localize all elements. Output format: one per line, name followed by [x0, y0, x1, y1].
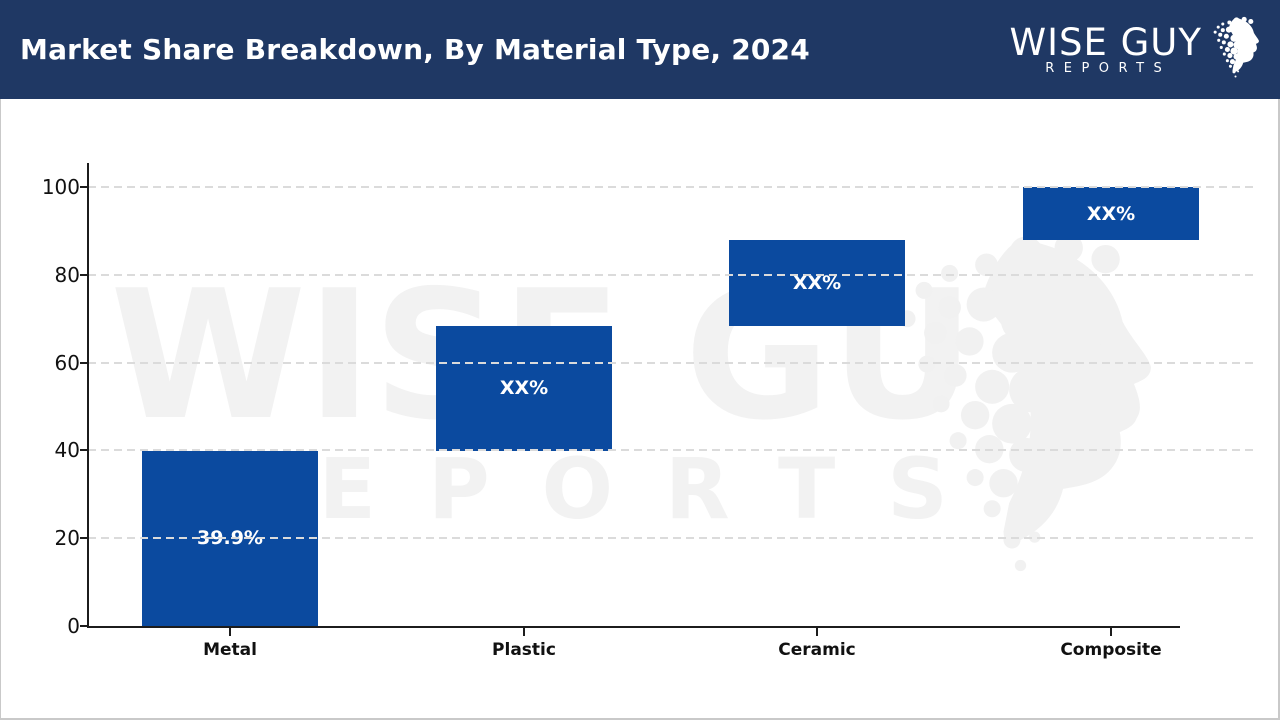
bar-plastic: XX%: [436, 326, 612, 451]
y-tick-mark-100: [80, 186, 88, 188]
watermark-text-line2: REPORTS: [202, 440, 1000, 538]
header-bar: Market Share Breakdown, By Material Type…: [0, 0, 1280, 99]
y-tick-mark-20: [80, 537, 88, 540]
gridline-80: [88, 273, 1253, 276]
x-tick-label-composite: Composite: [1060, 640, 1162, 660]
wiseguy-logo-text: WISE GUY REPORTS: [1010, 24, 1202, 75]
gridline-60: [88, 361, 1253, 364]
y-tick-mark-60: [80, 361, 88, 364]
gridline-20: [88, 537, 1253, 540]
chart-canvas: WISE GU REPORTS 39.9% XX% XX% XX% 0 20 40 60 80 1…: [0, 99, 1280, 720]
x-tick-label-plastic: Plastic: [492, 640, 556, 660]
x-tick-mark-composite: [1110, 628, 1112, 636]
y-tick-label-100: 100: [41, 175, 80, 199]
x-tick-mark-metal: [229, 628, 231, 636]
bar-value-label-plastic: XX%: [499, 377, 549, 400]
gridline-40: [88, 449, 1253, 452]
x-tick-mark-ceramic: [816, 628, 818, 636]
bar-value-label-composite: XX%: [1086, 202, 1136, 225]
y-tick-label-0: 0: [67, 614, 80, 638]
logo-brand-name: WISE GUY: [1009, 21, 1202, 64]
x-axis-line: [87, 626, 1180, 628]
y-axis-line: [87, 163, 89, 628]
gridline-100: [88, 186, 1253, 188]
wiseguy-head-icon: [1206, 13, 1262, 87]
y-tick-mark-80: [80, 273, 88, 276]
y-tick-mark-0: [80, 625, 88, 627]
bar-ceramic: XX%: [729, 240, 905, 327]
x-tick-label-metal: Metal: [203, 640, 257, 660]
y-tick-label-40: 40: [54, 438, 80, 463]
y-tick-label-80: 80: [54, 262, 80, 287]
x-tick-mark-plastic: [523, 628, 525, 636]
x-tick-label-ceramic: Ceramic: [778, 640, 856, 660]
y-tick-label-20: 20: [54, 526, 80, 551]
bar-value-label-ceramic: XX%: [792, 272, 842, 295]
wiseguy-logo: WISE GUY REPORTS: [1010, 13, 1262, 87]
bar-composite: XX%: [1023, 187, 1199, 241]
logo-brand-subtitle: REPORTS: [1045, 61, 1172, 76]
frame-border-bottom: [0, 718, 1280, 720]
frame-border-right: [1278, 99, 1280, 720]
frame-border-left: [0, 99, 1, 720]
plot-area: 39.9% XX% XX% XX% 0 20 40 60 80 100 Metal Plastic Ce…: [0, 99, 1280, 720]
y-tick-label-60: 60: [54, 350, 80, 375]
page-title: Market Share Breakdown, By Material Type…: [20, 33, 810, 66]
y-tick-mark-40: [80, 449, 88, 452]
